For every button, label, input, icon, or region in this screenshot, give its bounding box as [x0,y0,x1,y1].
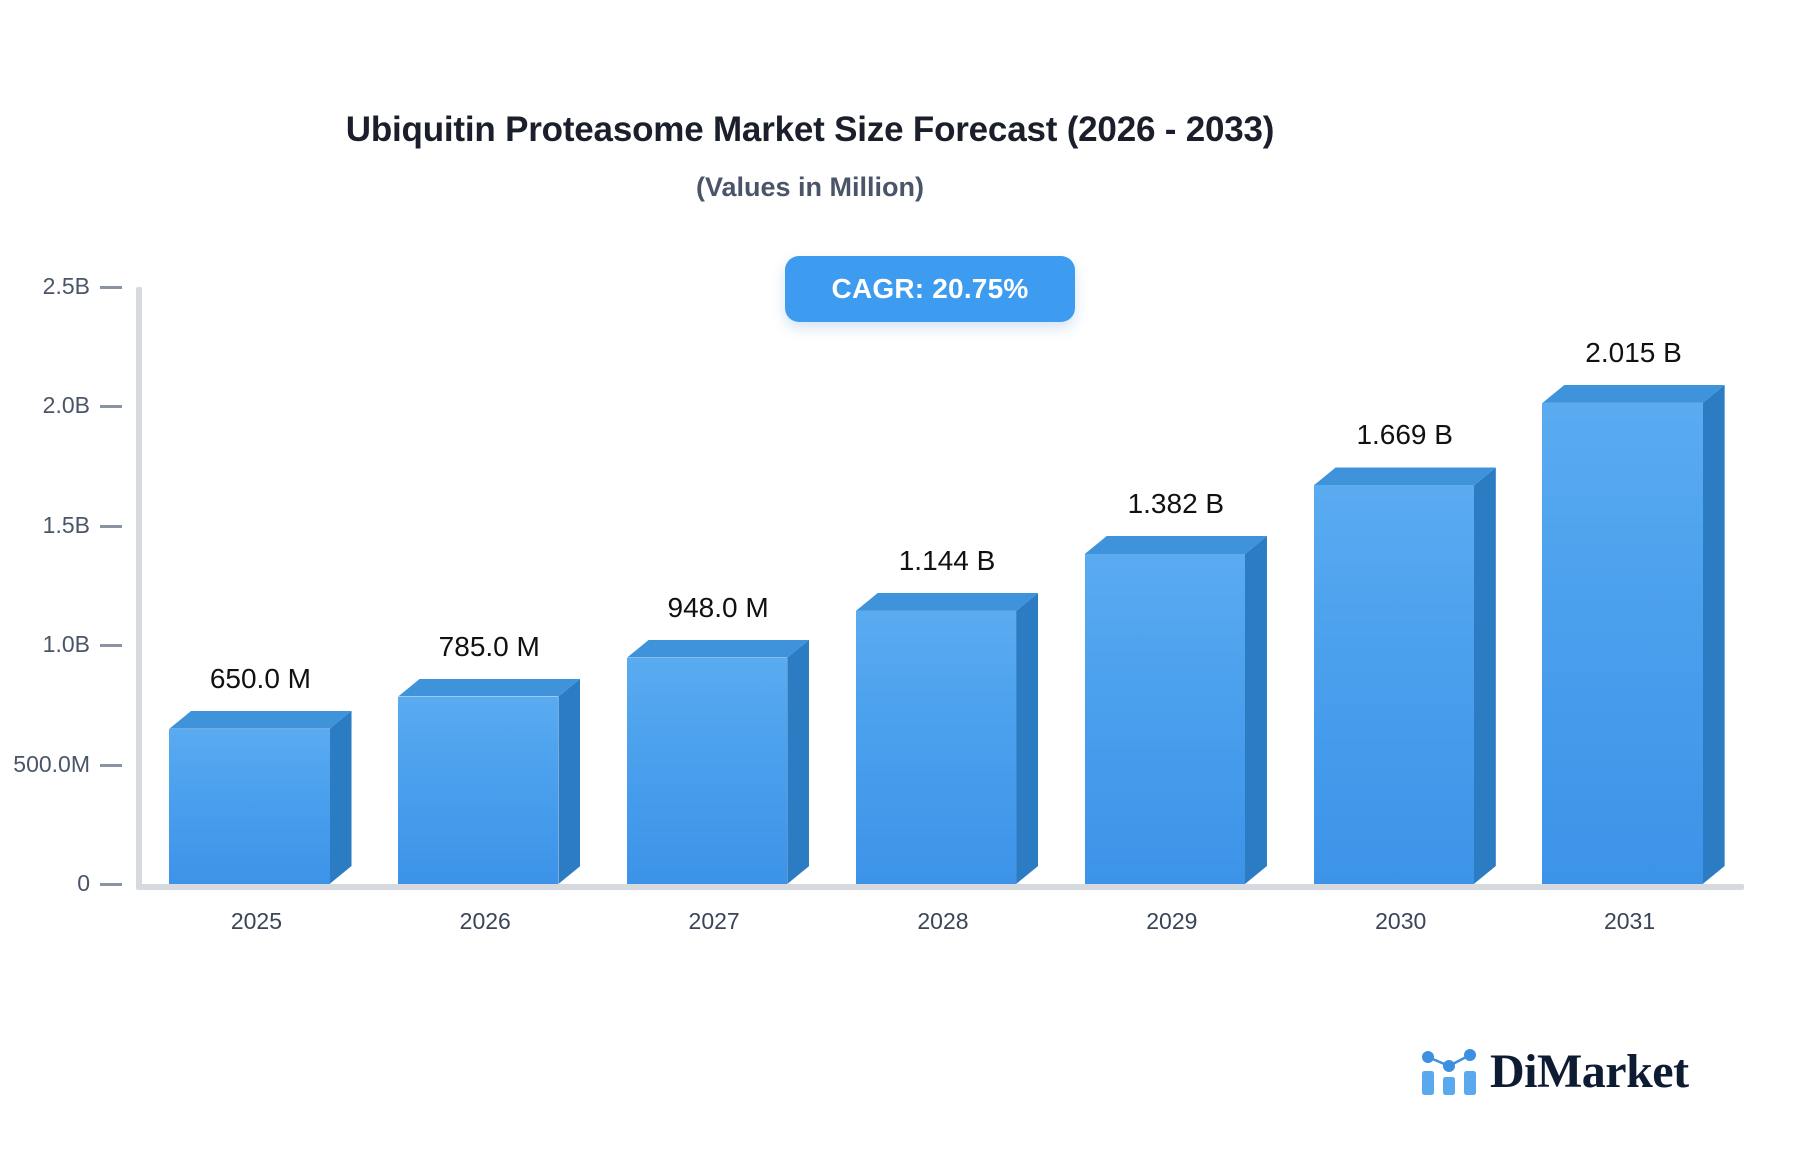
bar-value-label: 948.0 M [667,591,769,623]
x-tick-label-2029: 2029 [1146,908,1198,934]
y-tick-label: 1.5B [42,511,90,538]
x-tick-label-2028: 2028 [917,908,969,934]
y-tick-mark [100,524,122,528]
bar-front-face [1542,402,1703,884]
y-tick-mark [100,286,122,289]
bar-side-face [1016,593,1038,884]
x-tick-label-2026: 2026 [459,908,511,934]
bar-value-label: 1.669 B [1356,419,1453,451]
x-tick-label-2030: 2030 [1375,908,1427,934]
y-tick-mark [100,644,122,648]
bar-top-face [627,640,809,658]
brand-logo: DiMarket [1420,1044,1689,1099]
bar-front-face [169,728,330,884]
bar-top-face [856,593,1038,611]
y-axis-line [136,287,142,887]
cagr-badge-label: CAGR: 20.75% [831,273,1029,304]
bar-side-face [1703,385,1725,884]
x-axis-line [136,884,1744,890]
x-tick-label-2031: 2031 [1603,908,1656,934]
bar-side-face [330,711,352,884]
brand-name: DiMarket [1490,1045,1689,1098]
bar-value-label: 1.144 B [898,544,996,576]
y-tick-mark [100,405,122,409]
page-title: Ubiquitin Proteasome Market Size Forecas… [345,110,1275,149]
y-tick-label: 2.0B [42,392,90,419]
y-tick-label: 1.0B [42,631,90,658]
bar-top-face [1314,467,1496,485]
bar-value-label: 650.0 M [209,662,311,694]
bar-top-face [169,711,351,729]
bar-value-label: 1.382 B [1127,487,1225,519]
bar-side-face [558,679,580,884]
cagr-badge: CAGR: 20.75% [785,256,1075,322]
x-tick-label-2025: 2025 [230,908,282,934]
bar-top-face [1085,536,1267,554]
bar-top-face [398,679,580,697]
x-tick-label-2027: 2027 [688,908,740,934]
bar-side-face [1245,536,1267,884]
bar-top-face [1542,385,1724,403]
bar-front-face [398,696,559,884]
bar-side-face [1474,467,1496,884]
y-tick-mark [100,883,122,886]
y-tick-label: 2.5B [42,273,90,299]
bar-front-face [1084,553,1245,884]
bar-front-face [1313,485,1474,884]
bar-side-face [787,640,809,884]
chart-subtitle: (Values in Million) [695,172,925,202]
y-tick-mark [100,763,122,767]
bar-front-face [855,610,1017,884]
bar-front-face [627,657,788,884]
y-tick-label: 0 [77,870,90,896]
bar-value-label: 785.0 M [438,630,540,662]
bar-chart-trend-icon [1422,1048,1476,1095]
bar-value-label: 2.015 B [1585,336,1682,368]
y-tick-label: 500.0M [13,750,90,777]
